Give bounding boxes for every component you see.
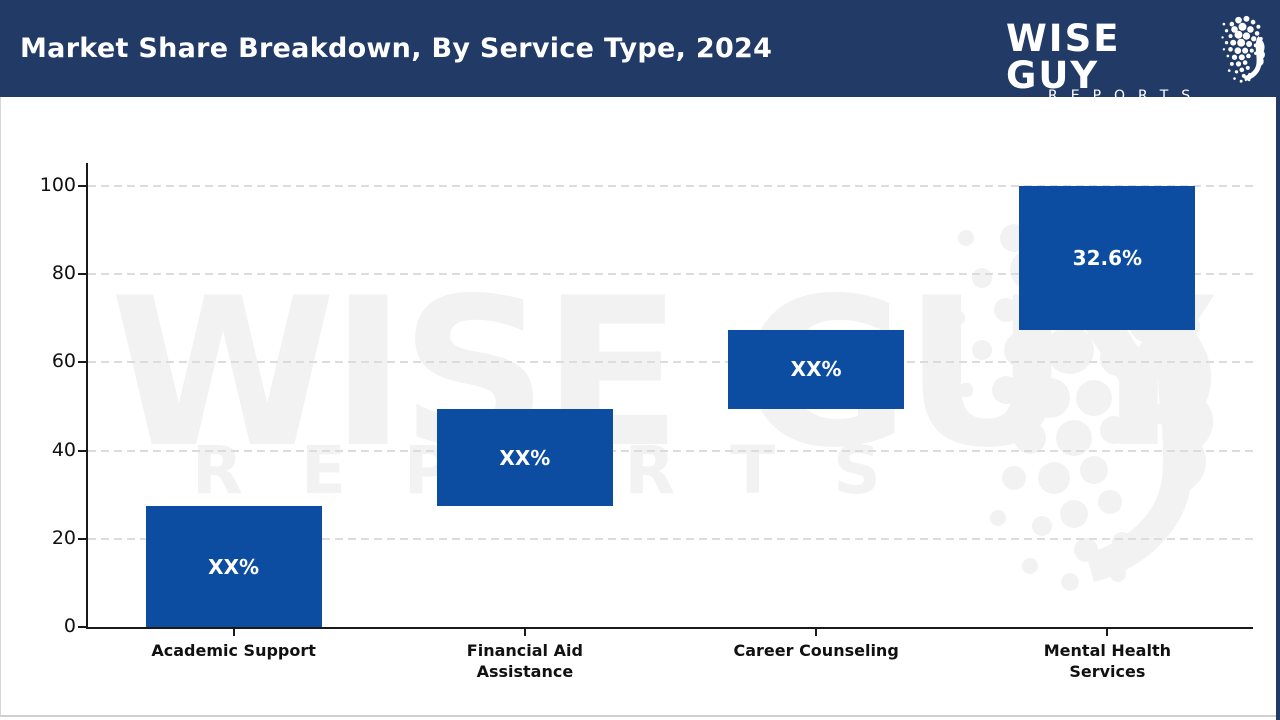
chart-title: Market Share Breakdown, By Service Type,… (20, 33, 773, 64)
x-category-label-0: Academic Support (151, 641, 316, 660)
x-category-label-1: Financial Aid Assistance (466, 641, 583, 681)
logo-subtitle: REPORTS (1048, 88, 1204, 104)
logo-face-dots-icon (1221, 15, 1265, 83)
wise-guy-logo: WISE GUY (1006, 6, 1266, 104)
bottom-hairline (0, 715, 1276, 717)
bar-financial-aid-assistance: XX% (436, 409, 613, 507)
y-tick-label-80: 80 (51, 262, 76, 285)
bar-mental-health-services: 32.6% (1019, 186, 1196, 330)
bar-value-label: XX% (790, 357, 842, 382)
x-tick-3 (1106, 629, 1109, 636)
y-tick-40 (78, 449, 86, 452)
bar-value-label: XX% (208, 554, 260, 579)
gridline-60 (88, 361, 1253, 364)
right-frame-stripe (1276, 0, 1280, 720)
y-tick-0 (78, 626, 86, 628)
y-tick-label-20: 20 (51, 526, 76, 549)
x-axis-line (86, 627, 1253, 629)
y-tick-20 (78, 537, 86, 540)
gridline-20 (88, 537, 1253, 540)
y-tick-label-60: 60 (51, 350, 76, 373)
logo-wordmark: WISE GUY (1006, 17, 1121, 97)
header-band: Market Share Breakdown, By Service Type,… (0, 0, 1280, 104)
gridline-40 (88, 449, 1253, 452)
bar-academic-support: XX% (145, 506, 322, 627)
x-tick-2 (815, 629, 818, 636)
y-tick-80 (78, 273, 86, 276)
x-category-label-2: Career Counseling (733, 641, 899, 660)
bar-career-counseling: XX% (728, 329, 905, 410)
y-tick-60 (78, 361, 86, 364)
x-tick-1 (523, 629, 526, 636)
y-tick-label-100: 100 (39, 174, 76, 196)
x-category-label-3: Mental Health Services (1043, 641, 1171, 681)
gridline-80 (88, 273, 1253, 276)
y-tick-100 (78, 185, 86, 187)
bar-value-label: XX% (499, 445, 551, 470)
left-hairline (0, 97, 1, 717)
y-tick-label-0: 0 (63, 615, 76, 637)
y-axis-line (86, 163, 88, 629)
gridline-100 (88, 185, 1253, 187)
bar-value-label: 32.6% (1072, 245, 1143, 270)
x-tick-0 (232, 629, 235, 636)
y-tick-label-40: 40 (51, 438, 76, 461)
